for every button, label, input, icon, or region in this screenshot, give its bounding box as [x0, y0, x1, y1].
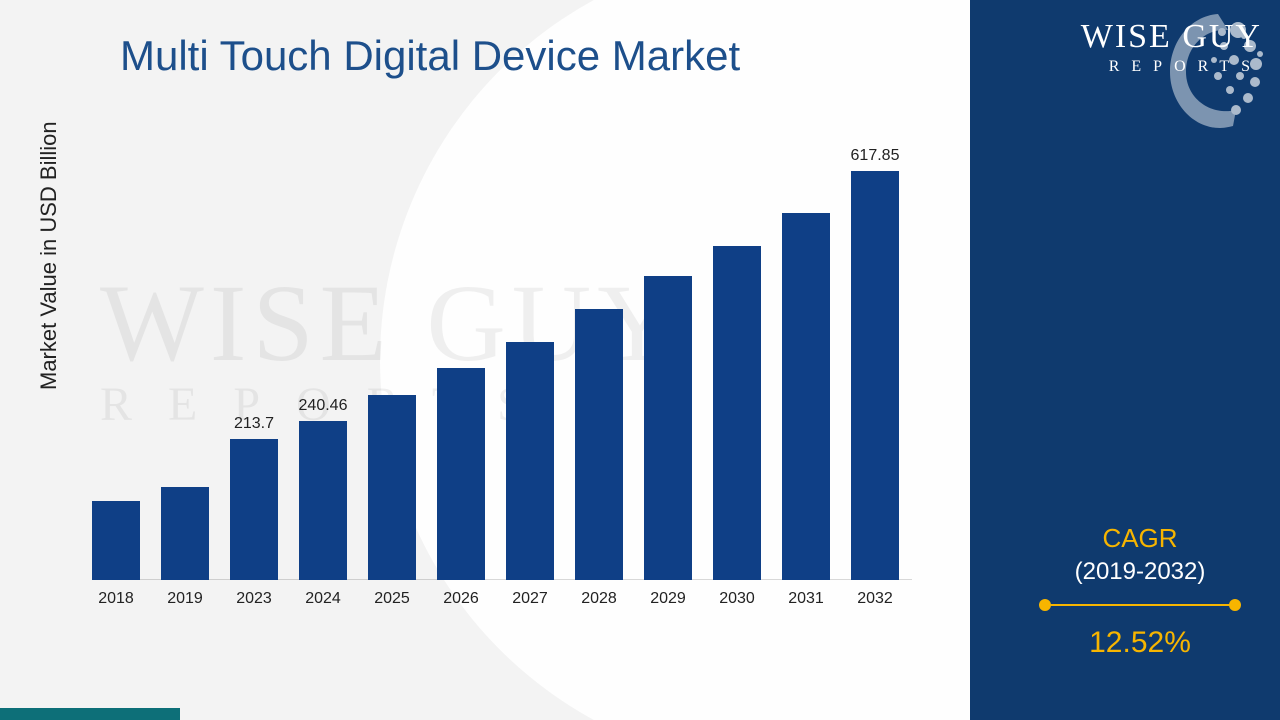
x-tick-label: 2029 — [650, 590, 686, 608]
x-tick-label: 2030 — [719, 590, 755, 608]
brand-logo: WISE GUY REPORTS — [1081, 18, 1262, 76]
bar — [644, 276, 692, 580]
chart-title: Multi Touch Digital Device Market — [120, 32, 740, 80]
bar — [92, 501, 140, 580]
cagr-block: CAGR (2019-2032) 12.52% — [1000, 523, 1280, 660]
x-tick-label: 2027 — [512, 590, 548, 608]
cagr-range: (2019-2032) — [1000, 558, 1280, 586]
y-axis-label: Market Value in USD Billion — [36, 121, 62, 390]
bar-value-label: 213.7 — [234, 415, 274, 433]
bar — [713, 246, 761, 580]
x-tick-label: 2025 — [374, 590, 410, 608]
bar — [437, 368, 485, 580]
x-tick-label: 2032 — [857, 590, 893, 608]
bar — [782, 213, 830, 580]
bar-value-label: 240.46 — [299, 397, 348, 415]
bar — [230, 439, 278, 580]
bar — [575, 309, 623, 580]
bar-value-label: 617.85 — [851, 147, 900, 165]
bar — [368, 395, 416, 580]
x-tick-label: 2019 — [167, 590, 203, 608]
bar — [299, 421, 347, 580]
stage: WISE GUY REPORTS CAGR (2019-2032) 12.52%… — [0, 0, 1280, 720]
cagr-percent: 12.52% — [1000, 626, 1280, 660]
cagr-title: CAGR — [1000, 523, 1280, 554]
bar-chart: 201820192023213.72024240.462025202620272… — [92, 150, 912, 580]
x-tick-label: 2023 — [236, 590, 272, 608]
bar — [506, 342, 554, 580]
x-tick-label: 2028 — [581, 590, 617, 608]
logo-main-text: WISE GUY — [1081, 18, 1262, 56]
x-tick-label: 2018 — [98, 590, 134, 608]
decor-bottom-strip — [0, 708, 180, 720]
x-tick-label: 2026 — [443, 590, 479, 608]
x-tick-label: 2024 — [305, 590, 341, 608]
bar — [851, 171, 899, 580]
bar — [161, 487, 209, 580]
cagr-divider — [1045, 604, 1235, 606]
logo-sub-text: REPORTS — [1081, 58, 1262, 76]
x-tick-label: 2031 — [788, 590, 824, 608]
